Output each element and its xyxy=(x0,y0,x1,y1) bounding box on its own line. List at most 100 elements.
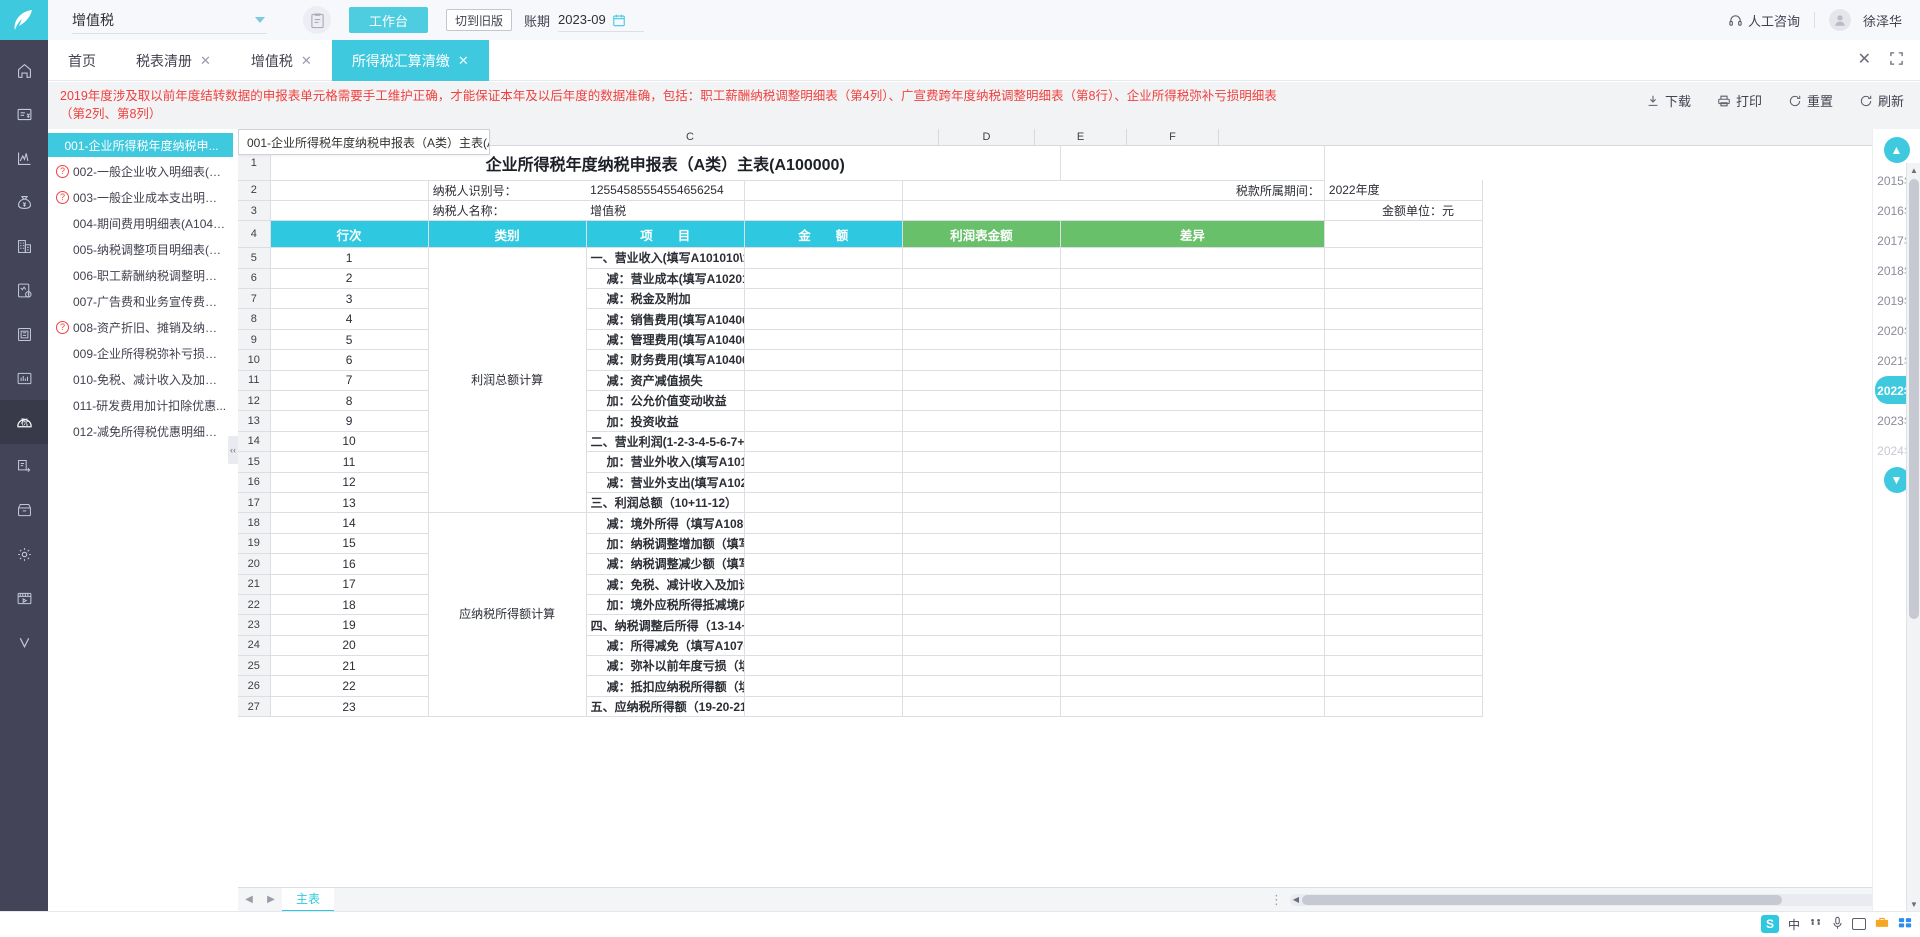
year-scroll-down-button[interactable]: ▼ xyxy=(1883,467,1910,493)
taxpayer-name-value[interactable]: 增值税 xyxy=(586,200,745,222)
col-header-item[interactable]: 项 目 xyxy=(586,220,745,249)
row-number[interactable]: 6 xyxy=(238,268,271,290)
ime-mode-toggle[interactable]: 中 xyxy=(1787,917,1800,932)
profit-cell[interactable] xyxy=(902,431,1061,453)
switch-old-version-button[interactable]: 切到旧版 xyxy=(446,9,513,31)
toolbox-icon[interactable] xyxy=(1875,916,1889,932)
form-list-item-005[interactable]: 005-纳税调整项目明细表(A1... xyxy=(48,237,233,261)
diff-cell[interactable] xyxy=(1060,492,1325,514)
profit-cell[interactable] xyxy=(902,492,1061,514)
row-number[interactable]: 7 xyxy=(238,288,271,310)
diff-cell[interactable] xyxy=(1060,410,1325,432)
vertical-dots-icon[interactable]: ⋮ xyxy=(1270,891,1284,907)
row-number[interactable]: 16 xyxy=(238,472,271,493)
tab-vat[interactable]: 增值税 ✕ xyxy=(231,40,332,81)
rail-item-vip[interactable] xyxy=(0,620,48,664)
form-list-item-011[interactable]: 011-研发费用加计扣除优惠... xyxy=(48,393,233,417)
rail-item-company[interactable] xyxy=(0,224,48,268)
diff-cell[interactable] xyxy=(1060,472,1325,493)
form-list-item-006[interactable]: 006-职工薪酬纳税调整明细... xyxy=(48,263,233,287)
form-list-item-010[interactable]: 010-免税、减计收入及加计... xyxy=(48,367,233,391)
row-no[interactable]: 4 xyxy=(270,308,429,330)
grid-cell[interactable] xyxy=(1324,390,1484,412)
amount-cell[interactable] xyxy=(744,288,903,310)
row-number[interactable]: 15 xyxy=(238,451,271,473)
col-header-profit-amount[interactable]: 利润表金额 xyxy=(902,220,1061,249)
report-title[interactable]: 企业所得税年度纳税申报表（A类）主表(A100000) xyxy=(270,146,1061,181)
taxpayer-id-label[interactable]: 纳税人识别号： xyxy=(428,180,587,201)
grid-cell[interactable] xyxy=(1324,655,1484,677)
column-header-D[interactable]: D xyxy=(939,129,1035,145)
diff-cell[interactable] xyxy=(1060,349,1325,371)
row-number[interactable]: 2 xyxy=(238,180,271,201)
diff-cell[interactable] xyxy=(1060,431,1325,453)
form-list-item-008[interactable]: ? 008-资产折旧、摊销及纳税... xyxy=(48,315,233,339)
row-number[interactable]: 17 xyxy=(238,492,271,514)
form-list-item-004[interactable]: 004-期间费用明细表(A1040... xyxy=(48,211,233,235)
row-no[interactable]: 16 xyxy=(270,553,429,575)
item-cell[interactable]: 减：弥补以前年度亏损（填写A106000） xyxy=(586,655,745,677)
grid-cell[interactable] xyxy=(1324,451,1484,473)
scroll-down-icon[interactable]: ▼ xyxy=(1907,897,1920,911)
form-list-item-009[interactable]: 009-企业所得税弥补亏损明... xyxy=(48,341,233,365)
row-no[interactable]: 7 xyxy=(270,370,429,392)
period-picker[interactable]: 2023-09 xyxy=(558,8,645,32)
amount-cell[interactable] xyxy=(744,512,903,534)
profit-cell[interactable] xyxy=(902,268,1061,290)
diff-cell[interactable] xyxy=(1060,329,1325,351)
item-cell[interactable]: 减：管理费用(填写A104000) xyxy=(586,329,745,351)
sheet-next-button[interactable]: ▶ xyxy=(267,894,275,905)
grid-cell[interactable] xyxy=(1324,492,1484,514)
item-cell[interactable]: 减：抵扣应纳税所得额（填写A107030） xyxy=(586,675,745,697)
download-button[interactable]: 下载 xyxy=(1646,91,1691,110)
row-no[interactable]: 14 xyxy=(270,512,429,534)
profit-cell[interactable] xyxy=(902,472,1061,493)
tax-type-select[interactable]: 增值税 xyxy=(72,6,267,34)
close-icon[interactable]: ✕ xyxy=(1857,51,1871,68)
taxpayer-id-label-part[interactable] xyxy=(270,180,429,201)
fullscreen-icon[interactable] xyxy=(1889,51,1904,70)
grid-cell[interactable] xyxy=(1324,553,1484,575)
item-cell[interactable]: 加：纳税调整增加额（填写A105000） xyxy=(586,533,745,555)
rail-item-analysis[interactable] xyxy=(0,136,48,180)
column-header-G[interactable] xyxy=(1219,129,1920,145)
diff-cell[interactable] xyxy=(1060,594,1325,616)
category-cell-2[interactable]: 应纳税所得额计算 xyxy=(428,512,587,718)
item-cell[interactable]: 减：财务费用(填写A104000) xyxy=(586,349,745,371)
grid-cell[interactable] xyxy=(1324,675,1484,697)
period-value-cell[interactable]: 2022年度 xyxy=(1324,180,1484,201)
row-number[interactable]: 10 xyxy=(238,349,271,371)
profit-cell[interactable] xyxy=(902,247,1061,269)
refresh-button[interactable]: 刷新 xyxy=(1859,91,1904,110)
col-header-amount[interactable]: 金 额 xyxy=(744,220,903,249)
row-no[interactable]: 5 xyxy=(270,329,429,351)
amount-cell[interactable] xyxy=(744,451,903,473)
row-no[interactable]: 13 xyxy=(270,492,429,514)
profit-cell[interactable] xyxy=(902,655,1061,677)
rail-item-export-invoice[interactable] xyxy=(0,444,48,488)
row-no[interactable]: 12 xyxy=(270,472,429,493)
item-cell[interactable]: 四、纳税调整后所得（13-14+15-16-17+18） xyxy=(586,614,745,636)
row-number[interactable]: 20 xyxy=(238,553,271,575)
amount-cell[interactable] xyxy=(744,696,903,718)
row-no[interactable]: 2 xyxy=(270,268,429,290)
item-cell[interactable]: 五、应纳税所得额（19-20-21-22） xyxy=(586,696,745,718)
diff-cell[interactable] xyxy=(1060,574,1325,595)
item-cell[interactable]: 减：所得减免（填写A107020） xyxy=(586,635,745,657)
item-cell[interactable]: 加：境外应税所得抵减境内亏损（填写A108000） xyxy=(586,594,745,616)
rail-item-tax[interactable]: 税 xyxy=(0,400,48,444)
menu-icon[interactable] xyxy=(1898,916,1912,932)
ime-logo-icon[interactable]: S xyxy=(1760,915,1779,933)
grid-cell[interactable] xyxy=(270,200,429,222)
profit-cell[interactable] xyxy=(902,390,1061,412)
form-list-item-007[interactable]: 007-广告费和业务宣传费跨... xyxy=(48,289,233,313)
col-header-category[interactable]: 类别 xyxy=(428,220,587,249)
cell-name-box[interactable]: 001-企业所得税年度纳税申报表（A类）主表(A100000) xyxy=(238,129,490,155)
diff-cell[interactable] xyxy=(1060,288,1325,310)
category-cell-1[interactable]: 利润总额计算 xyxy=(428,247,587,514)
diff-cell[interactable] xyxy=(1060,247,1325,269)
grid-cell[interactable] xyxy=(1324,220,1484,249)
row-number[interactable]: 8 xyxy=(238,308,271,330)
row-number[interactable]: 24 xyxy=(238,635,271,657)
row-no[interactable]: 1 xyxy=(270,247,429,269)
